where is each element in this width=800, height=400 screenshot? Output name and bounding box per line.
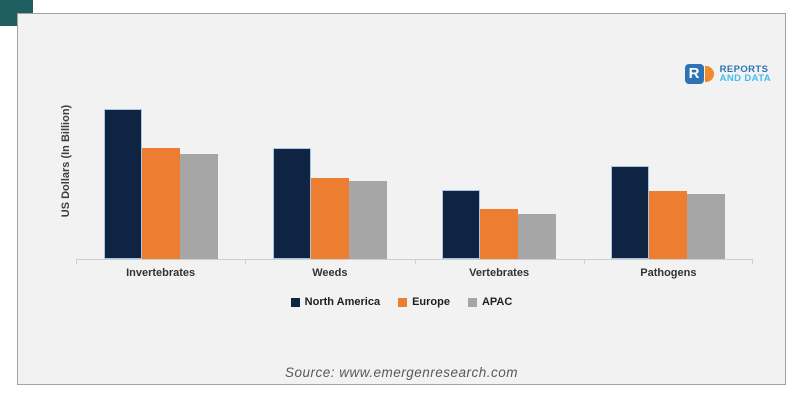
bar-north-america — [442, 190, 481, 259]
x-axis-tick — [414, 259, 416, 264]
bar-apac — [348, 181, 387, 259]
bar-north-america — [611, 166, 650, 259]
bar-group-pathogens: Pathogens — [584, 99, 753, 279]
legend-label: APAC — [481, 296, 513, 308]
logo-text-bottom: AND DATA — [719, 73, 771, 84]
legend-label: Europe — [412, 296, 450, 308]
legend-label: North America — [304, 296, 381, 308]
bar-north-america — [272, 148, 311, 259]
logo-text: REPORTS AND DATA — [719, 63, 771, 84]
legend-swatch-apac — [467, 297, 477, 307]
logo-r-icon: R — [684, 64, 704, 84]
legend: North America Europe APAC — [18, 296, 785, 308]
chart-card: R REPORTS AND DATA US Dollars (In Billio… — [17, 13, 786, 385]
bar-apac — [687, 194, 726, 259]
category-label: Weeds — [312, 267, 348, 279]
legend-item-north-america: North America — [290, 296, 381, 308]
bar-group-vertebrates: Vertebrates — [415, 99, 584, 279]
bar-apac — [518, 214, 557, 259]
x-axis-tick — [752, 259, 753, 264]
bar-group-invertebrates: Invertebrates — [76, 99, 245, 279]
bar-europe — [480, 209, 519, 259]
category-label: Vertebrates — [469, 267, 530, 279]
logo-d-icon — [704, 66, 714, 82]
bar-europe — [649, 191, 688, 259]
brand-logo: R REPORTS AND DATA — [684, 63, 771, 84]
category-label: Pathogens — [640, 267, 697, 279]
legend-item-europe: Europe — [398, 296, 450, 308]
legend-item-apac: APAC — [467, 296, 513, 308]
source-text: Source: www.emergenresearch.com — [284, 365, 519, 380]
x-axis-tick — [245, 259, 247, 264]
category-label: Invertebrates — [126, 267, 196, 279]
y-axis-label: US Dollars (In Billion) — [60, 104, 72, 218]
bar-europe — [141, 148, 180, 259]
bar-apac — [179, 154, 218, 259]
x-axis-tick — [583, 259, 585, 264]
bar-north-america — [103, 109, 142, 259]
x-axis-tick — [76, 259, 77, 264]
bar-europe — [310, 178, 349, 259]
plot-area: Invertebrates Weeds Vertebrates Pathogen… — [76, 99, 753, 279]
reports-and-data-logo-icon: R — [684, 64, 715, 84]
legend-swatch-north-america — [290, 297, 300, 307]
bar-group-weeds: Weeds — [245, 99, 414, 279]
legend-swatch-europe — [398, 297, 408, 307]
logo-text-top: REPORTS — [719, 63, 769, 75]
